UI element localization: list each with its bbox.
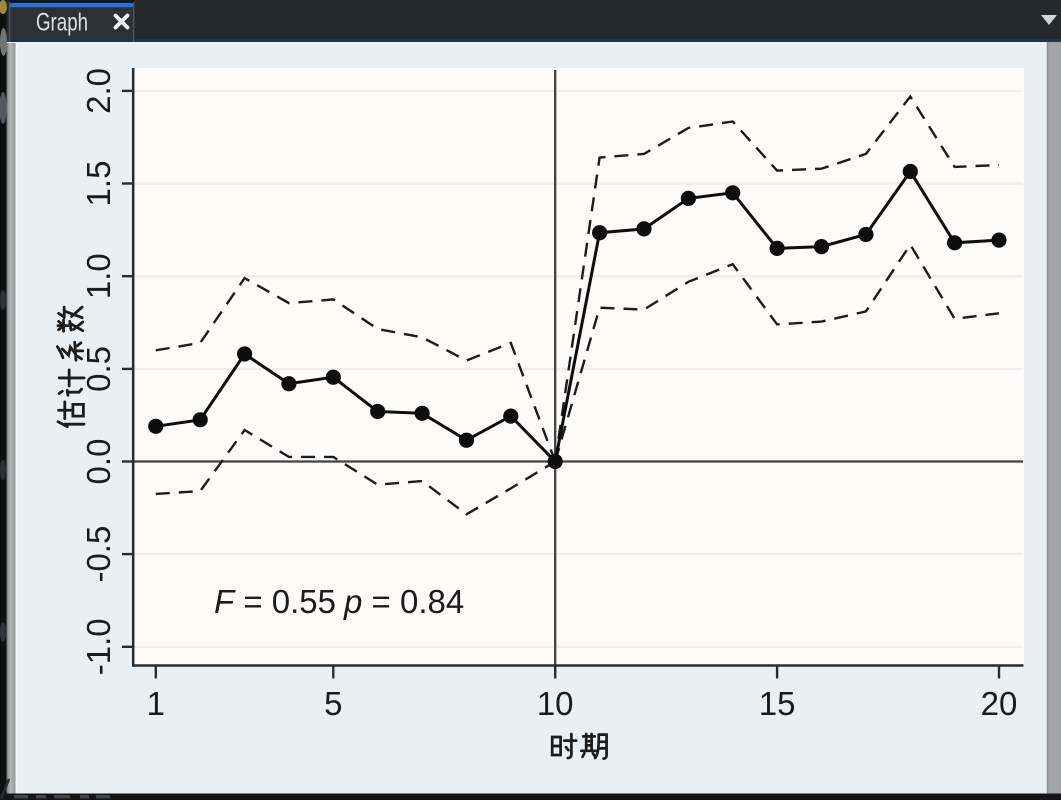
svg-text:-0.5: -0.5 — [80, 526, 117, 583]
svg-text:10: 10 — [537, 685, 574, 722]
svg-text:F = 0.55: F = 0.55 — [214, 583, 336, 620]
svg-text:1.0: 1.0 — [80, 253, 117, 299]
svg-text:20: 20 — [981, 685, 1018, 722]
svg-text:5: 5 — [324, 685, 342, 722]
svg-text:p = 0.84: p = 0.84 — [343, 583, 464, 620]
svg-text:2.0: 2.0 — [80, 68, 117, 114]
svg-text:Graph: Graph — [36, 9, 88, 37]
svg-text:15: 15 — [759, 685, 796, 722]
svg-text:0.0: 0.0 — [80, 439, 117, 485]
svg-text:1.5: 1.5 — [80, 161, 117, 207]
svg-text:-1.0: -1.0 — [80, 618, 117, 675]
svg-text:1: 1 — [147, 685, 165, 722]
svg-text:0.5: 0.5 — [80, 346, 117, 392]
